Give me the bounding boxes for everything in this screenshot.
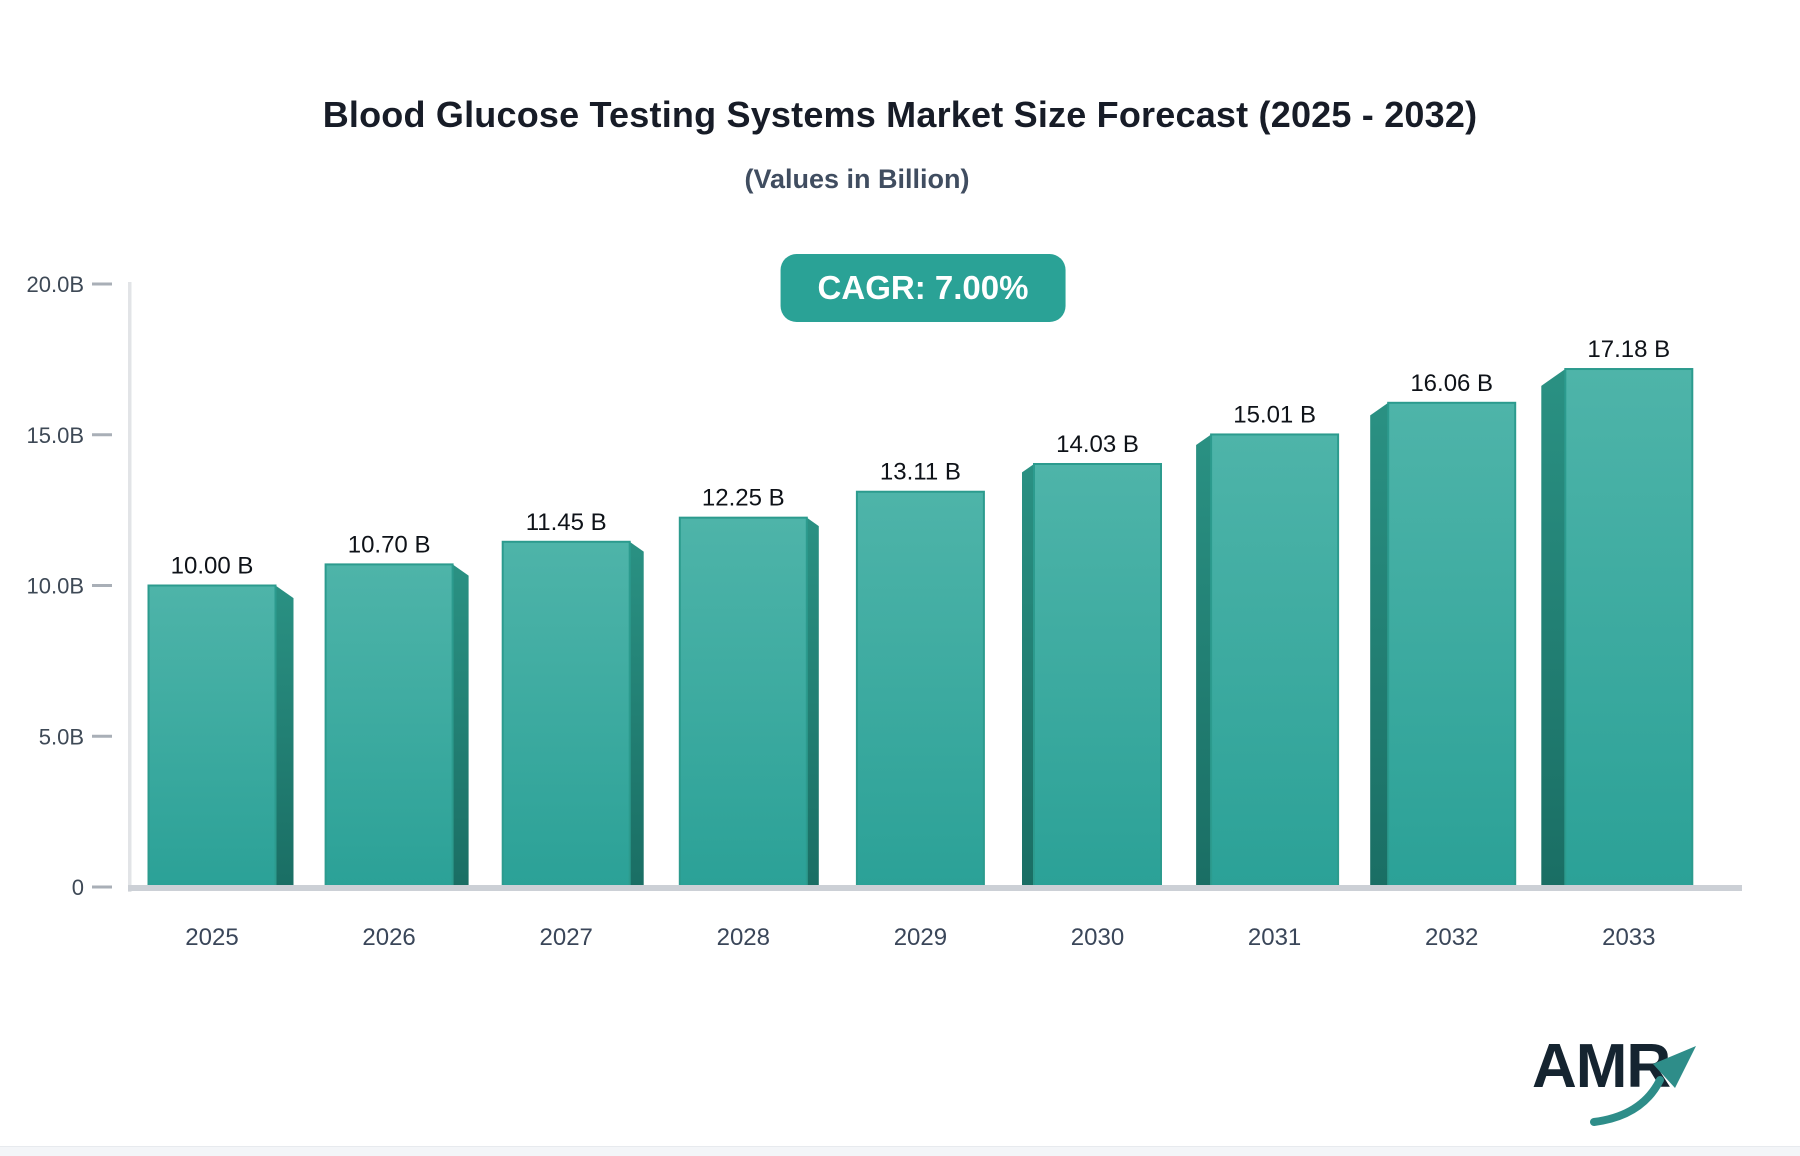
y-tick-label: 5.0B xyxy=(39,724,84,749)
cagr-badge: CAGR: 7.00% xyxy=(780,254,1066,322)
chart-subtitle: (Values in Billion) xyxy=(744,164,970,194)
y-tick-label: 20.0B xyxy=(27,272,85,297)
y-tick-dash xyxy=(92,433,112,437)
x-axis-label-2029: 2029 xyxy=(894,924,947,951)
bar-2033[interactable] xyxy=(1564,368,1694,888)
bar-2030[interactable] xyxy=(1033,462,1162,888)
y-tick-dash xyxy=(92,734,112,738)
bar-value-label-2033: 17.18 B xyxy=(1587,336,1670,363)
bar-2027[interactable] xyxy=(501,540,631,888)
y-tick-dash xyxy=(92,885,112,889)
y-tick-label: 10.0B xyxy=(27,574,85,599)
bar-value-label-2029: 13.11 B xyxy=(880,459,961,486)
y-tick-dash xyxy=(92,584,112,587)
bar-side-face-2027 xyxy=(629,541,644,887)
x-axis-label-2028: 2028 xyxy=(717,924,770,951)
growth-arrow-icon xyxy=(1590,1046,1696,1126)
chart-title: Blood Glucose Testing Systems Market Siz… xyxy=(322,94,1478,135)
x-axis-label-2031: 2031 xyxy=(1248,924,1301,951)
bar-2025[interactable] xyxy=(147,584,277,888)
bar-value-label-2030: 14.03 B xyxy=(1056,431,1139,458)
bar-2028[interactable] xyxy=(678,516,808,888)
bar-value-label-2031: 15.01 B xyxy=(1233,401,1316,428)
bar-side-face-2025 xyxy=(275,585,294,887)
amr-logo: AMR xyxy=(1532,1036,1722,1136)
y-axis-line xyxy=(128,282,132,892)
bar-side-face-2030 xyxy=(1022,463,1034,887)
x-axis-label-2033: 2033 xyxy=(1602,924,1655,951)
x-axis-label-2025: 2025 xyxy=(185,924,238,951)
x-axis-label-2032: 2032 xyxy=(1425,924,1478,951)
x-axis-label-2030: 2030 xyxy=(1071,924,1124,951)
bar-side-face-2026 xyxy=(452,564,469,887)
x-axis-label-2027: 2027 xyxy=(540,924,593,951)
bar-2032[interactable] xyxy=(1387,401,1517,888)
bar-value-label-2027: 11.45 B xyxy=(526,509,607,536)
y-tick-label: 0 xyxy=(72,875,84,900)
bar-2026[interactable] xyxy=(324,563,454,889)
bar-side-face-2031 xyxy=(1196,434,1212,887)
page-bottom-strip xyxy=(0,1146,1800,1156)
x-axis-baseline xyxy=(128,885,1742,891)
y-tick-dash xyxy=(92,282,112,286)
bar-value-label-2032: 16.06 B xyxy=(1410,370,1493,397)
bar-2029[interactable] xyxy=(855,490,985,888)
x-axis-label-2026: 2026 xyxy=(362,924,415,951)
bar-value-label-2028: 12.25 B xyxy=(702,485,785,512)
bar-value-label-2025: 10.00 B xyxy=(171,553,254,580)
bar-side-face-2028 xyxy=(806,517,819,887)
bar-2031[interactable] xyxy=(1210,433,1340,888)
bar-value-label-2026: 10.70 B xyxy=(348,531,431,558)
y-tick-label: 15.0B xyxy=(27,423,85,448)
bar-side-face-2032 xyxy=(1370,402,1389,887)
amr-logo-text: AMR xyxy=(1532,1032,1671,1101)
bar-side-face-2033 xyxy=(1541,369,1566,887)
